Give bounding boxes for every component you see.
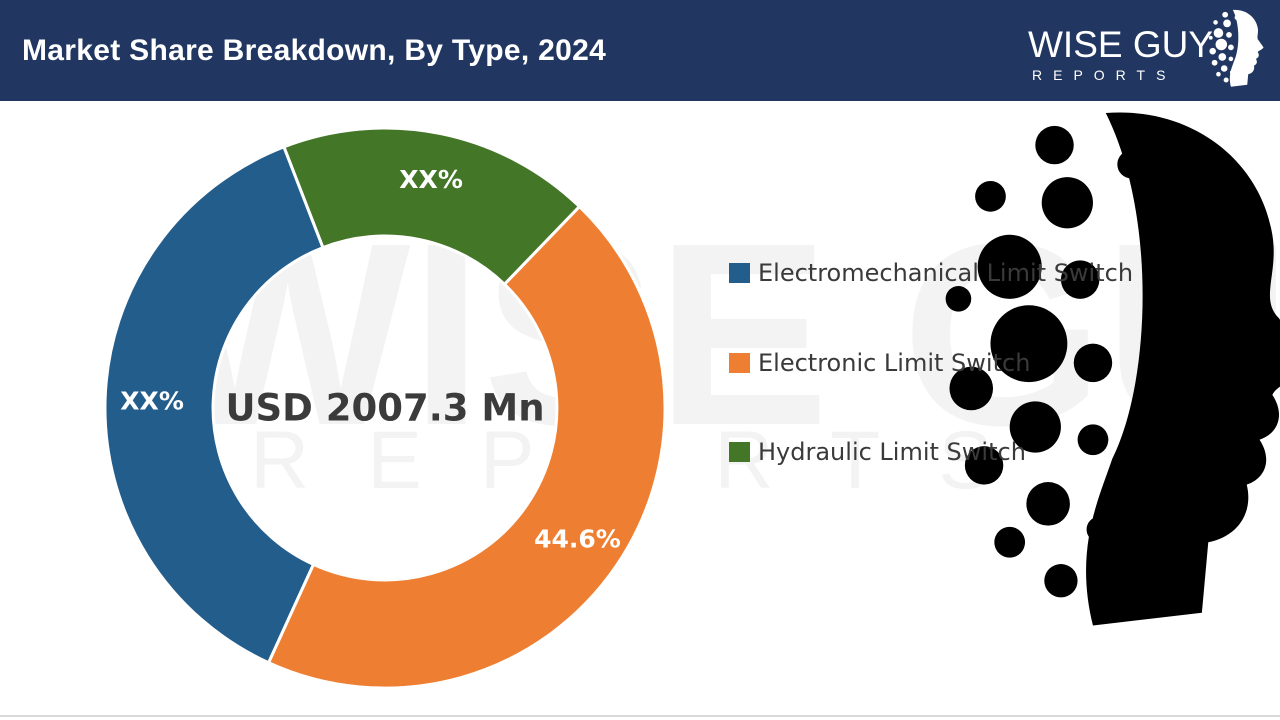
legend-swatch-hydraulic-limit-switch (729, 442, 750, 462)
donut-slice-electromechanical-limit-switch (103, 145, 325, 665)
donut-slice-electronic-limit-switch (267, 205, 667, 690)
donut-center-value: USD 2007.3 Mn (225, 386, 545, 430)
slice-value-label-electromechanical-limit-switch: XX% (120, 387, 184, 416)
legend-item-electromechanical-limit-switch: Electromechanical Limit Switch (729, 259, 1134, 287)
logo-face-icon (1208, 9, 1264, 87)
legend-swatch-electronic-limit-switch (729, 353, 750, 373)
page-title: Market Share Breakdown, By Type, 2024 (22, 33, 607, 67)
logo-reports-text: REPORTS (1032, 67, 1176, 83)
legend-item-electronic-limit-switch: Electronic Limit Switch (729, 349, 1031, 377)
header-bar: Market Share Breakdown, By Type, 2024 (0, 0, 1280, 101)
legend-label-electronic-limit-switch: Electronic Limit Switch (758, 349, 1031, 377)
legend-item-hydraulic-limit-switch: Hydraulic Limit Switch (729, 438, 1026, 466)
bottom-divider (0, 715, 1280, 717)
wise-guy-reports-logo: WISE GUY REPORTS (1028, 9, 1264, 87)
logo-wiseguy-text: WISE GUY (1028, 24, 1213, 65)
legend-label-electromechanical-limit-switch: Electromechanical Limit Switch (758, 259, 1134, 287)
legend-label-hydraulic-limit-switch: Hydraulic Limit Switch (758, 438, 1026, 466)
legend-swatch-electromechanical-limit-switch (729, 263, 750, 283)
donut-slice-hydraulic-limit-switch (282, 126, 581, 286)
slice-value-label-hydraulic-limit-switch: XX% (399, 165, 463, 194)
slice-value-label-electronic-limit-switch: 44.6% (534, 525, 621, 554)
